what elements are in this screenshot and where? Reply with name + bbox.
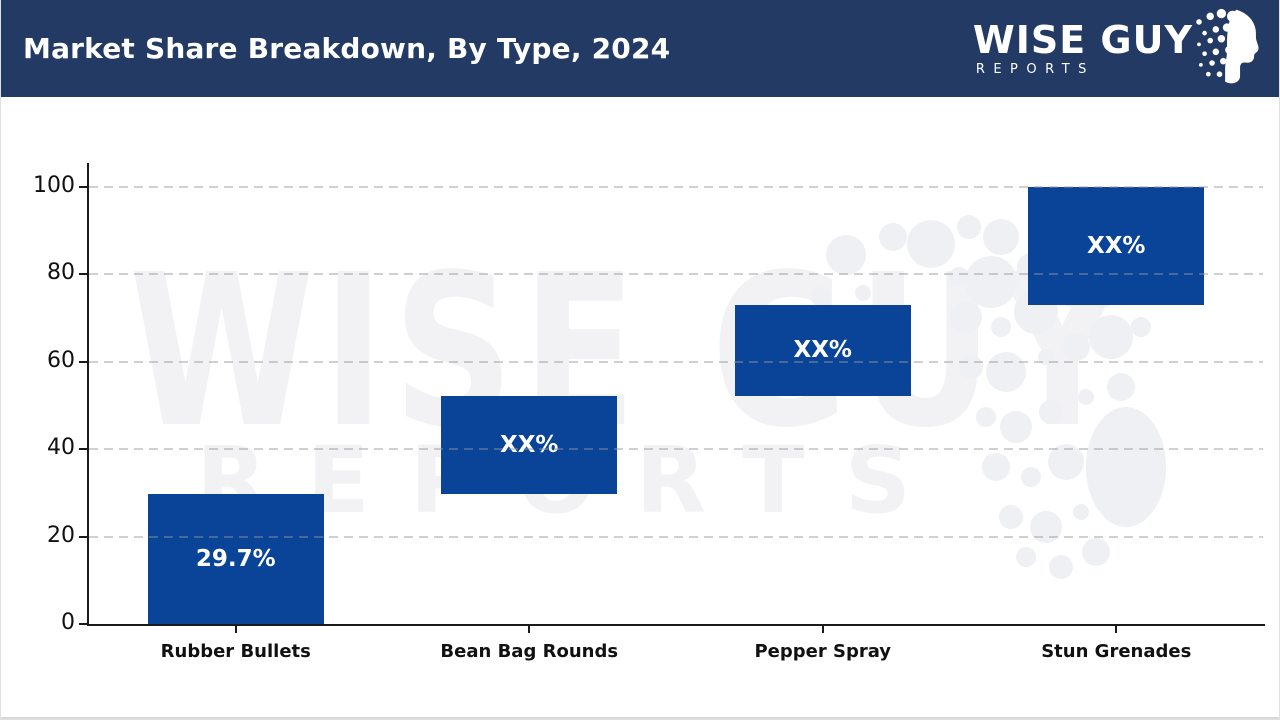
y-tick-label-0: 0 bbox=[61, 610, 75, 635]
x-tick-bean-bag-rounds bbox=[528, 624, 531, 633]
y-tick-label-40: 40 bbox=[47, 435, 75, 461]
y-tick-40 bbox=[79, 448, 87, 451]
bar-value-label-rubber-bullets: 29.7% bbox=[195, 546, 276, 573]
bar-pepper-spray: XX% bbox=[734, 305, 911, 396]
y-tick-label-80: 80 bbox=[47, 260, 75, 286]
x-category-label-bean-bag-rounds: Bean Bag Rounds bbox=[440, 641, 619, 662]
y-tick-100 bbox=[79, 186, 87, 189]
x-category-label-stun-grenades: Stun Grenades bbox=[1041, 641, 1192, 662]
bar-value-label-pepper-spray: XX% bbox=[793, 337, 852, 364]
y-tick-label-100: 100 bbox=[33, 173, 75, 199]
chart-region: WISE GUY REPORTS 02040608010029.7%Rubber… bbox=[1, 97, 1279, 719]
plot-area: 0 20 40 60 80 100 29.7% Rubber Bullets XX% Bean B… bbox=[33, 163, 1263, 662]
x-category-label-pepper-spray: Pepper Spray bbox=[754, 641, 892, 662]
y-axis-line bbox=[87, 163, 89, 626]
gridline-60 bbox=[89, 360, 1263, 363]
y-tick-80 bbox=[79, 273, 87, 276]
x-category-label-rubber-bullets: Rubber Bullets bbox=[160, 641, 311, 662]
bar-bean-bag-rounds: XX% bbox=[441, 395, 618, 495]
y-tick-20 bbox=[79, 535, 87, 538]
x-tick-pepper-spray bbox=[821, 624, 824, 633]
y-tick-60 bbox=[79, 360, 87, 363]
x-axis-line bbox=[87, 624, 1265, 626]
x-tick-stun-grenades bbox=[1115, 624, 1118, 633]
face-profile-icon bbox=[1196, 8, 1259, 83]
brand-subtitle: REPORTS bbox=[975, 61, 1095, 77]
header-bar: Market Share Breakdown, By Type, 2024 WI… bbox=[1, 0, 1279, 97]
page-bottom-edge bbox=[1, 717, 1279, 719]
y-tick-label-60: 60 bbox=[47, 347, 75, 373]
bar-stun-grenades: XX% bbox=[1028, 187, 1205, 305]
bar-rubber-bullets: 29.7% bbox=[147, 494, 324, 624]
y-tick-label-20: 20 bbox=[47, 522, 75, 548]
bar-value-label-stun-grenades: XX% bbox=[1086, 233, 1146, 260]
bar-value-label-bean-bag-rounds: XX% bbox=[499, 432, 559, 459]
y-tick-0 bbox=[79, 623, 87, 625]
brand-logo: WISE GUY REPORTS bbox=[973, 7, 1265, 91]
brand-text: WISE GUY REPORTS bbox=[973, 21, 1193, 77]
x-tick-rubber-bullets bbox=[234, 624, 237, 633]
chart-title: Market Share Breakdown, By Type, 2024 bbox=[23, 32, 671, 65]
gridline-40 bbox=[89, 448, 1263, 451]
brand-name: WISE GUY bbox=[972, 17, 1193, 62]
